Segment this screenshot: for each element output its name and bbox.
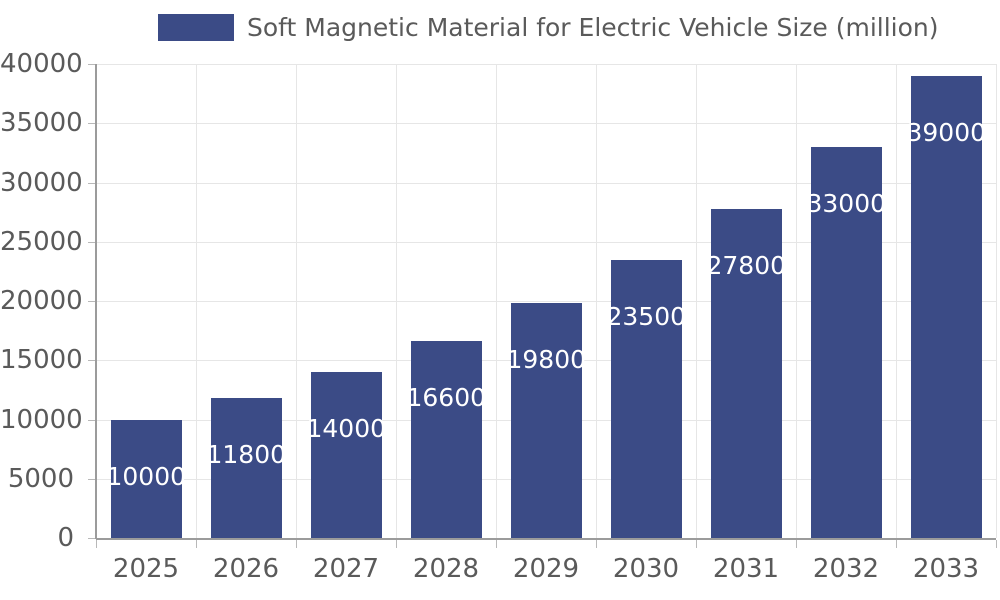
bar-value-label: 39000 <box>906 117 987 147</box>
y-axis-line <box>95 64 97 539</box>
x-axis-tick-mark <box>796 540 797 548</box>
y-axis-tick-label: 40000 <box>0 49 83 79</box>
x-axis-tick-mark <box>296 540 297 548</box>
x-axis-tick-label: 2028 <box>412 554 480 584</box>
grid-line-horizontal <box>96 241 996 243</box>
y-axis-tick-mark <box>88 419 95 421</box>
y-axis-tick-label: 15000 <box>0 345 83 376</box>
x-axis-tick-mark <box>196 540 197 548</box>
y-axis-tick-label: 20000 <box>0 286 83 316</box>
y-axis-tick-mark <box>88 241 95 243</box>
x-axis-tick-label: 2033 <box>912 554 980 584</box>
grid-line-vertical <box>296 64 297 538</box>
x-axis-tick-mark <box>996 540 997 548</box>
grid-line-vertical <box>696 64 697 538</box>
x-axis-tick-mark <box>396 540 397 548</box>
y-axis-tick-label: 25000 <box>0 226 83 257</box>
bar-value-label: 14000 <box>306 414 387 444</box>
bar[interactable] <box>310 372 382 538</box>
x-axis-tick-label: 2029 <box>512 554 580 584</box>
bar[interactable] <box>110 419 182 538</box>
bar-value-label: 16600 <box>406 383 487 413</box>
bar-value-label: 33000 <box>806 188 887 218</box>
y-axis-tick-mark <box>88 182 95 184</box>
grid-line-vertical <box>496 64 497 538</box>
y-axis-tick-label: 0 <box>57 523 74 553</box>
bar-value-label: 27800 <box>706 250 787 280</box>
y-axis-tick-mark <box>88 478 95 480</box>
y-axis-tick-label: 30000 <box>0 167 83 198</box>
x-axis-tick-label: 2032 <box>812 554 880 584</box>
y-axis-tick-mark <box>88 123 95 125</box>
bar[interactable] <box>710 208 782 538</box>
grid-line-vertical <box>396 64 397 538</box>
x-axis-tick-mark <box>596 540 597 548</box>
legend-color-swatch <box>158 13 234 41</box>
bar[interactable] <box>610 259 682 538</box>
grid-line-vertical <box>596 64 597 538</box>
x-axis-tick-label: 2031 <box>712 554 780 584</box>
grid-line-horizontal <box>96 64 996 65</box>
x-axis-tick-mark <box>96 540 97 548</box>
bar[interactable] <box>810 146 882 538</box>
bar[interactable] <box>410 341 482 538</box>
y-axis-tick-label: 10000 <box>0 404 83 435</box>
x-axis-tick-label: 2030 <box>612 554 680 584</box>
bar-value-label: 19800 <box>506 345 587 375</box>
x-axis-tick-label: 2025 <box>112 554 180 584</box>
x-axis-tick-mark <box>496 540 497 548</box>
y-axis-tick-label: 5000 <box>7 463 74 494</box>
y-axis-tick-mark <box>88 301 95 302</box>
bar-value-label: 10000 <box>106 461 187 491</box>
bar-value-label: 23500 <box>606 301 687 331</box>
y-axis-tick-mark <box>88 360 95 362</box>
grid-line-vertical <box>796 64 797 538</box>
bar[interactable] <box>210 398 282 538</box>
x-axis-tick-mark <box>696 540 697 548</box>
grid-line-vertical <box>196 64 197 538</box>
y-axis-tick-mark <box>88 538 95 539</box>
bar[interactable] <box>510 303 582 538</box>
grid-line-vertical <box>896 64 897 538</box>
x-axis-line <box>96 538 996 540</box>
x-axis-tick-mark <box>896 540 897 548</box>
x-axis-tick-label: 2026 <box>212 554 280 584</box>
bar-value-label: 11800 <box>206 440 287 470</box>
legend-label: Soft Magnetic Material for Electric Vehi… <box>247 12 939 42</box>
grid-line-horizontal <box>96 182 996 184</box>
grid-line-horizontal <box>96 301 996 302</box>
plot-area: 10000 11800 14000 16600 19800 23500 27800 33000… <box>96 64 997 539</box>
grid-line-vertical <box>996 64 997 538</box>
chart-legend: Soft Magnetic Material for Electric Vehi… <box>158 13 939 41</box>
grid-line-horizontal <box>96 123 996 125</box>
y-axis-tick-mark <box>88 64 95 65</box>
y-axis-tick-label: 35000 <box>0 108 83 139</box>
x-axis-tick-label: 2027 <box>312 554 380 584</box>
bar[interactable] <box>910 75 982 538</box>
